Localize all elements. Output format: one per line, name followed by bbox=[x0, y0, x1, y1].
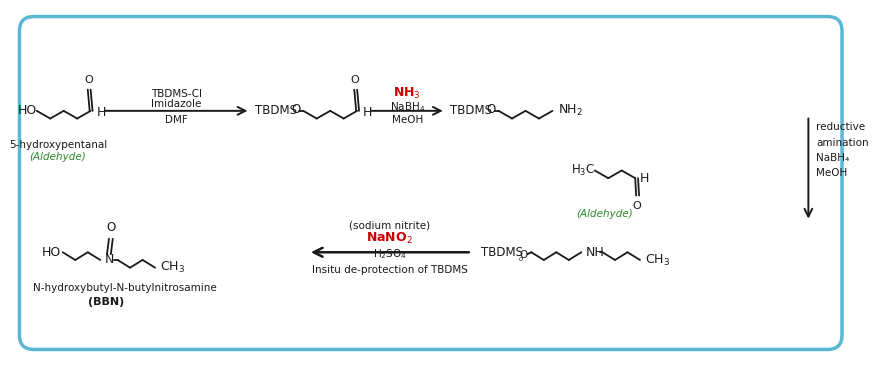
Text: amination: amination bbox=[816, 138, 869, 147]
Text: H: H bbox=[640, 172, 649, 185]
Text: H: H bbox=[96, 106, 106, 119]
Text: TBDMS-Cl: TBDMS-Cl bbox=[150, 89, 202, 98]
Text: DMF: DMF bbox=[164, 115, 187, 126]
Text: H: H bbox=[363, 106, 372, 119]
Text: O: O bbox=[351, 75, 360, 85]
Text: TBDMS: TBDMS bbox=[255, 104, 298, 117]
Text: (Aldehyde): (Aldehyde) bbox=[576, 209, 633, 219]
Text: O: O bbox=[106, 221, 116, 234]
Text: (sodium nitrite): (sodium nitrite) bbox=[349, 220, 430, 230]
Text: N: N bbox=[105, 254, 115, 266]
Text: $_o$: $_o$ bbox=[518, 254, 524, 264]
Text: O: O bbox=[291, 103, 300, 116]
Text: H$_3$C: H$_3$C bbox=[570, 163, 595, 178]
Text: MeOH: MeOH bbox=[816, 168, 847, 178]
Text: N-hydroxybutyl-N-butylnitrosamine: N-hydroxybutyl-N-butylnitrosamine bbox=[33, 283, 217, 293]
Text: (Aldehyde): (Aldehyde) bbox=[30, 152, 87, 162]
Text: MeOH: MeOH bbox=[391, 115, 423, 124]
Text: HO: HO bbox=[42, 246, 61, 259]
Text: Insitu de-protection of TBDMS: Insitu de-protection of TBDMS bbox=[312, 265, 468, 274]
FancyBboxPatch shape bbox=[19, 16, 842, 350]
Text: HO: HO bbox=[18, 104, 37, 117]
Text: CH$_3$: CH$_3$ bbox=[645, 253, 670, 268]
Text: NH: NH bbox=[586, 246, 605, 259]
Text: O: O bbox=[633, 201, 641, 211]
Text: reductive: reductive bbox=[816, 122, 865, 132]
Text: NaBH$_4$: NaBH$_4$ bbox=[389, 100, 425, 114]
Text: O: O bbox=[84, 75, 93, 85]
Text: NaNO$_2$: NaNO$_2$ bbox=[367, 231, 413, 246]
Text: NH$_3$: NH$_3$ bbox=[394, 86, 421, 101]
Text: 5-hydroxypentanal: 5-hydroxypentanal bbox=[9, 140, 107, 150]
Text: TBDMS: TBDMS bbox=[481, 246, 523, 259]
Text: O: O bbox=[520, 250, 528, 260]
Text: CH$_3$: CH$_3$ bbox=[160, 260, 185, 275]
Text: TBDMS: TBDMS bbox=[451, 104, 493, 117]
Text: H$_2$SO$_4$: H$_2$SO$_4$ bbox=[373, 247, 407, 261]
Text: NH$_2$: NH$_2$ bbox=[558, 103, 584, 118]
Text: O: O bbox=[487, 103, 495, 116]
Text: NaBH₄: NaBH₄ bbox=[816, 153, 850, 163]
Text: (BBN): (BBN) bbox=[88, 296, 124, 307]
Text: Imidazole: Imidazole bbox=[151, 99, 201, 109]
